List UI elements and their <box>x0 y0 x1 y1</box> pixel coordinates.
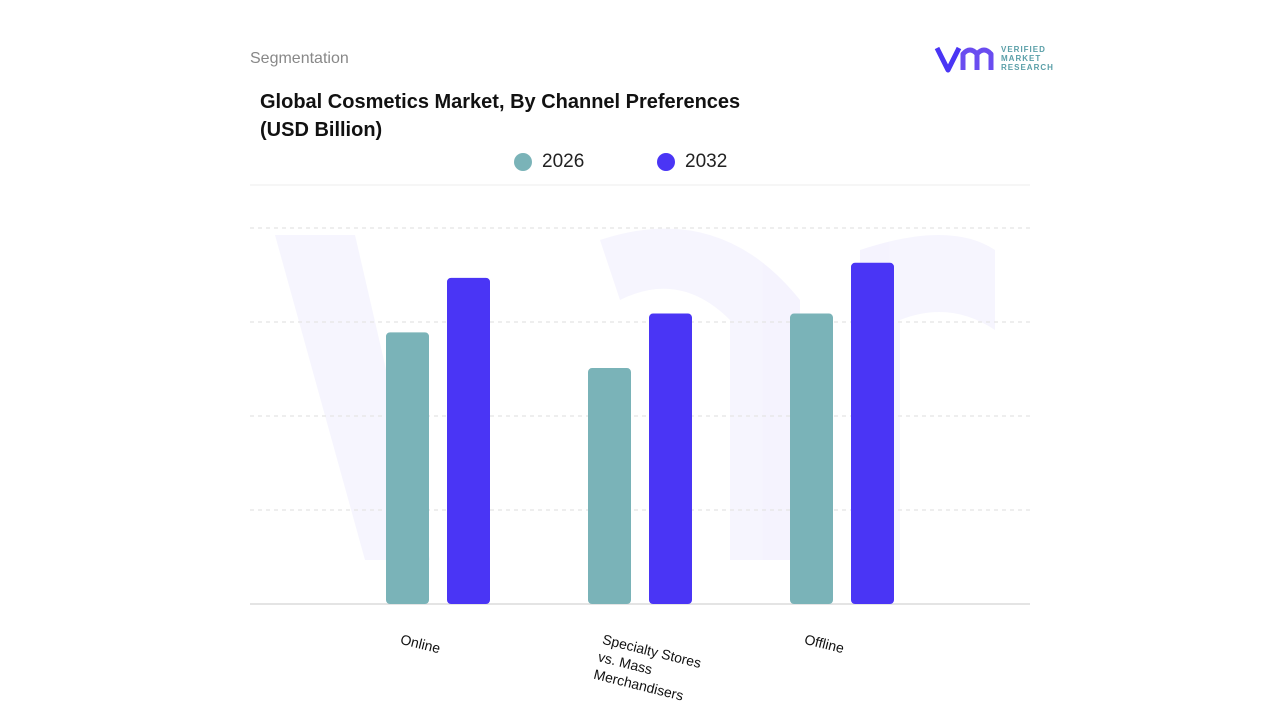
bar <box>851 262 894 604</box>
bar <box>386 332 429 604</box>
bar <box>588 368 631 604</box>
legend-label: 2032 <box>685 151 727 172</box>
chart-title: Global Cosmetics Market, By Channel Pref… <box>260 91 741 141</box>
logo-text: MARKET <box>1001 54 1042 63</box>
logo-text: VERIFIED <box>1001 45 1046 54</box>
section-label: Segmentation <box>250 50 349 67</box>
legend-marker <box>657 153 675 171</box>
bar <box>447 277 490 604</box>
legend-label: 2026 <box>542 151 584 172</box>
logo-mark <box>934 46 994 73</box>
legend-marker <box>514 153 532 171</box>
logo-text: RESEARCH <box>1001 63 1054 72</box>
bar <box>790 313 833 604</box>
logo: VERIFIED MARKET RESEARCH <box>1001 45 1054 72</box>
bar <box>649 313 692 604</box>
